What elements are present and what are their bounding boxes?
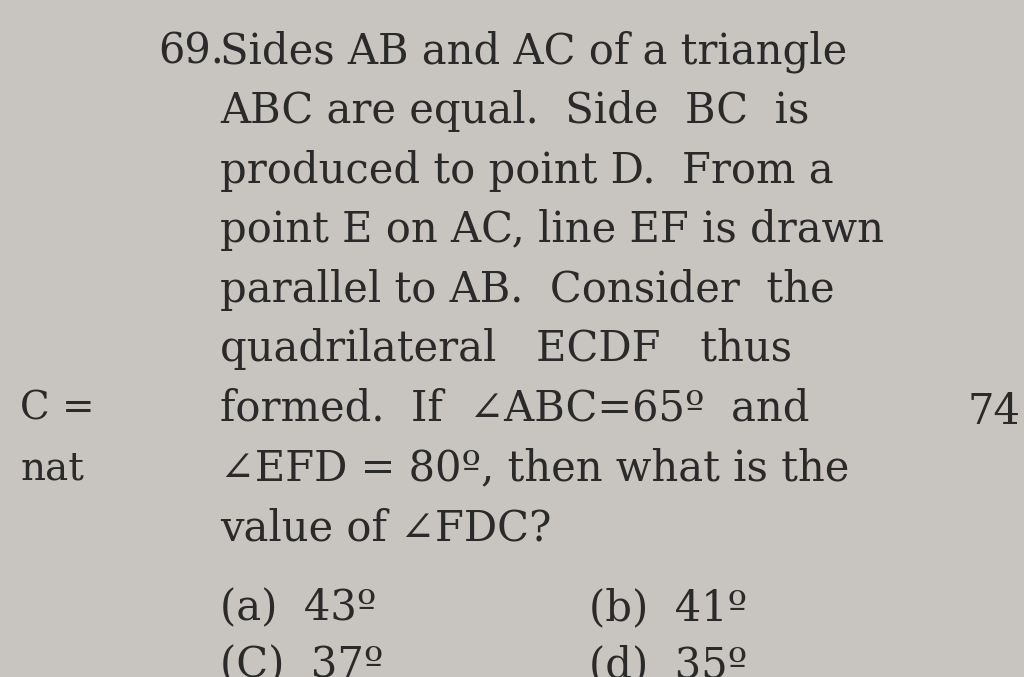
Text: Sides AB and AC of a triangle: Sides AB and AC of a triangle: [220, 30, 848, 73]
Text: ∠EFD = 80º, then what is the: ∠EFD = 80º, then what is the: [220, 447, 850, 489]
Text: 74.: 74.: [968, 391, 1024, 433]
Text: ABC are equal.  Side  BC  is: ABC are equal. Side BC is: [220, 90, 810, 132]
Text: 69.: 69.: [159, 30, 224, 72]
Text: point E on AC, line EF is drawn: point E on AC, line EF is drawn: [220, 209, 884, 251]
Text: produced to point D.  From a: produced to point D. From a: [220, 150, 834, 192]
Text: quadrilateral   ECDF   thus: quadrilateral ECDF thus: [220, 328, 793, 370]
Text: formed.  If  ∠ABC=65º  and: formed. If ∠ABC=65º and: [220, 388, 810, 430]
Text: (d)  35º: (d) 35º: [589, 644, 748, 677]
Text: (b)  41º: (b) 41º: [589, 588, 746, 630]
Text: C =: C =: [20, 391, 95, 428]
Text: (C)  37º: (C) 37º: [220, 644, 384, 677]
Text: (a)  43º: (a) 43º: [220, 588, 377, 630]
Text: nat: nat: [20, 450, 84, 487]
Text: value of ∠FDC?: value of ∠FDC?: [220, 507, 552, 549]
Text: parallel to AB.  Consider  the: parallel to AB. Consider the: [220, 269, 835, 311]
